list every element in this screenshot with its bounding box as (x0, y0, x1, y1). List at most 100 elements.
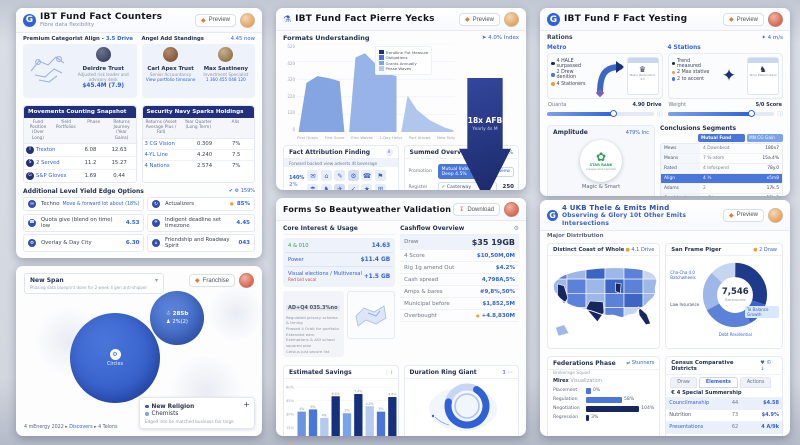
census-row[interactable]: Nutrition 73 $4.9% (666, 410, 782, 422)
user-avatar[interactable] (768, 12, 783, 27)
segment-row[interactable]: Combined✓ 7 keys12k-8 (661, 194, 782, 196)
user-avatar[interactable] (504, 202, 519, 217)
table-row[interactable]: T Trexton 6.08 12.63 (24, 144, 136, 157)
attribution-icon[interactable]: ✎ (334, 170, 346, 181)
mini-map-thumbnail[interactable] (347, 290, 396, 339)
us-choropleth-map[interactable] (548, 257, 660, 343)
attribution-icon[interactable]: ⌂ (320, 170, 332, 181)
person-card[interactable]: Carl Apex Trust Senior Accountancy View … (145, 46, 197, 95)
legend-label[interactable]: New Religion (151, 403, 195, 410)
option-row[interactable]: ↻ Actualizers ● 85% (146, 197, 255, 212)
person-card[interactable]: Max Sastineny Investment Specialist 1 36… (200, 46, 252, 95)
cashflow-row[interactable]: Cash spread 4,798A,5% (400, 274, 519, 286)
attribution-icon[interactable]: ✓ (347, 183, 359, 190)
footer-link[interactable]: Discovers (69, 425, 93, 430)
donut-link[interactable]: 2 Draw (759, 246, 777, 253)
census-name[interactable]: Councilmanship (669, 400, 710, 407)
row-label[interactable]: Trexton (36, 146, 56, 153)
cashflow-row[interactable]: 4 Score $10,50M,0M (400, 250, 519, 262)
segment-row[interactable]: Adams 2 17k.5 (661, 184, 782, 194)
segment-row[interactable]: Mews 4 Downbeat 180x7 (661, 144, 782, 154)
census-tab-draw[interactable]: Draw (670, 376, 697, 388)
gear-icon[interactable]: ⚙ (513, 225, 519, 232)
franchise-button[interactable]: ◆ Franchise (189, 274, 235, 287)
user-avatar[interactable] (504, 12, 519, 27)
user-avatar[interactable] (768, 207, 783, 223)
attribution-icon[interactable]: ⚙ (347, 170, 359, 181)
option-row[interactable]: ⚙ Overlay & Day City 6.30 (23, 234, 145, 253)
info-icon[interactable]: ⓘ (777, 112, 783, 118)
preview-button[interactable]: ◆ Preview (459, 13, 500, 26)
options-note[interactable]: ✔ ⚙ 159% (228, 188, 255, 195)
legend-item[interactable]: Phase Waves (379, 66, 428, 71)
attribution-icon[interactable]: ☂ (307, 183, 319, 190)
core-row[interactable]: Visual elections / Multiversal Red bid vo… (285, 267, 393, 285)
attribution-icon[interactable]: ✈ (334, 183, 346, 190)
managers-left-link[interactable]: 3.5 Drive (105, 35, 133, 42)
group-box[interactable]: 4 HALE surpassed 2 Drew denition 4 Station… (547, 53, 663, 99)
star-rank-badge[interactable]: ✿ STAR RANK independent topmark (580, 140, 622, 182)
cashflow-row[interactable]: Rig 1g amend Out $4.2% (400, 262, 519, 274)
row-label[interactable]: 4-YL Line (144, 151, 169, 158)
info-icon[interactable]: ⓘ (656, 112, 663, 118)
legend-label[interactable]: Chemists (151, 411, 179, 417)
person-link[interactable]: 1 360 455 048 120 (205, 76, 246, 82)
donut-label-highlighted[interactable]: To Balance Growth (745, 305, 779, 318)
row-label[interactable]: 3 CG Vision (144, 140, 175, 147)
core-row[interactable]: Power $11.4 GB (285, 253, 394, 268)
bubble-new-religion[interactable]: ⚙ Circles (70, 313, 160, 403)
row-label[interactable]: S&P Gloves (36, 172, 67, 179)
overview-field[interactable]: ✓ Casterway (437, 182, 497, 190)
cashflow-row[interactable]: Draw $35 19GB (400, 235, 519, 250)
plus-button[interactable]: + (243, 400, 250, 409)
user-avatar[interactable] (240, 12, 255, 28)
cashflow-row[interactable]: Overbought ● +4.8,830M (400, 310, 519, 322)
progress-track[interactable] (547, 110, 654, 117)
legend-item[interactable]: Obligations (379, 55, 428, 60)
attribution-icon[interactable]: ☎ (361, 170, 373, 181)
row-label[interactable]: 2 Served (36, 159, 60, 166)
map-link[interactable]: 4.1 Drive (631, 246, 655, 253)
row-label[interactable]: 4 Nations (144, 162, 170, 169)
segment-row[interactable]: Means 7 %-atom 15a.4% (661, 154, 782, 164)
option-row[interactable]: ☎ Quota give (blend on time) low 4.53 (23, 213, 145, 232)
table-row[interactable]: G S&P Gloves 1.69 0.44 (24, 170, 136, 182)
amplitude-link[interactable]: 479% Inc (625, 129, 649, 136)
user-avatar[interactable] (239, 273, 254, 288)
attribution-icon[interactable]: ★ (361, 183, 373, 190)
segment-row[interactable]: Rated 4 Infospend 78y.0 (661, 164, 782, 174)
census-name[interactable]: Nutrition (669, 412, 692, 419)
card-tools[interactable]: ⋮ i (384, 369, 393, 376)
attribution-icon[interactable]: ♞ (320, 183, 332, 190)
progress-track[interactable] (667, 110, 775, 117)
info-icon[interactable]: i (385, 149, 393, 156)
preview-button[interactable]: ◆ Preview (195, 13, 236, 27)
index-link[interactable]: ➤ 4.0% Index (481, 35, 519, 41)
census-row[interactable]: Councilmanship 44 $4.58 (666, 397, 782, 410)
lead-manager-card[interactable]: Deirdre Trust Adjusted risk leader and a… (23, 43, 137, 98)
core-row[interactable]: 4 & 010 14.63 (285, 239, 394, 254)
group-mini-card[interactable]: ♛ Metro Moderators 4.5 (626, 57, 659, 95)
card-tools[interactable]: ♥ © ↓ (760, 359, 772, 372)
card-tools[interactable]: 3 ◦◦ (502, 369, 513, 376)
managers-right-link[interactable]: 4.45 now (230, 35, 255, 42)
attribution-icon[interactable]: ⚑ (374, 170, 386, 181)
segment-row[interactable]: Align 4 ¾ x5m8 (661, 174, 782, 184)
progress-knob[interactable] (747, 110, 755, 117)
census-row[interactable]: Presentations 62 4 A/9k (666, 421, 782, 434)
legend-item[interactable]: Grants Annually (379, 61, 428, 66)
option-row[interactable]: ✈ Indigent deadline set timezone 4.45 (146, 213, 255, 232)
group-box[interactable]: Trend measured 2 Max stative 2 to accent ✦ ♞… (667, 53, 783, 99)
table-row[interactable]: 4 Nations 2.574 7% (143, 161, 255, 171)
census-tab-elements[interactable]: Elements (698, 376, 738, 388)
download-button[interactable]: ↧ Download (453, 203, 500, 216)
cashflow-row[interactable]: Amps & bares #9,8%,50% (400, 286, 519, 298)
option-row[interactable]: ✉ Techno Move & forward lot about (18%) (23, 197, 145, 212)
census-row[interactable]: Comptition56+$6.45 (666, 434, 782, 436)
cashflow-row[interactable]: Municipal before $1,852,5M (400, 298, 519, 310)
preview-button[interactable]: ◆ Preview (723, 208, 764, 222)
legend-item[interactable]: Trendline Put Measure (379, 50, 428, 55)
census-name[interactable]: Presentations (669, 424, 704, 431)
person-link[interactable]: View portfolio timezone (145, 76, 196, 82)
group-mini-card[interactable]: ♞ Tame Esteem Rank (747, 57, 779, 95)
